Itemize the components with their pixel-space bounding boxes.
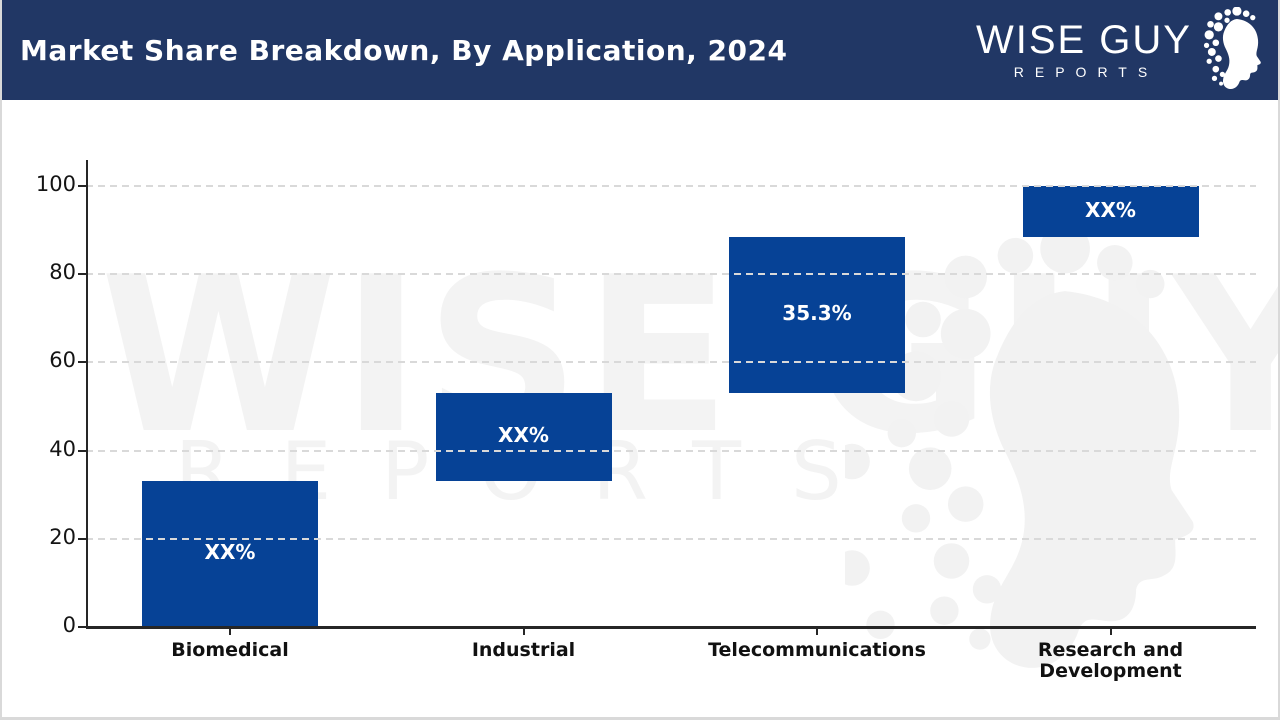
x-tick-mark bbox=[522, 628, 525, 635]
y-tick-label: 80 bbox=[49, 260, 76, 285]
y-tick-label: 60 bbox=[49, 348, 76, 373]
y-tick-label: 40 bbox=[49, 436, 76, 461]
gridline bbox=[86, 273, 1256, 276]
x-category-label: Research and Development bbox=[1037, 639, 1184, 682]
page-title: Market Share Breakdown, By Application, … bbox=[20, 33, 788, 67]
x-category-label: Industrial bbox=[471, 639, 576, 661]
gridline bbox=[86, 449, 1256, 452]
gridline bbox=[86, 361, 1256, 364]
y-axis-spine bbox=[86, 160, 88, 629]
x-category-label: Telecommunications bbox=[708, 639, 926, 661]
header: Market Share Breakdown, By Application, … bbox=[0, 0, 1280, 100]
gridline bbox=[86, 185, 1256, 187]
y-tick-label: 100 bbox=[35, 172, 76, 196]
y-tick-label: 0 bbox=[62, 613, 76, 637]
y-tick-mark bbox=[78, 626, 86, 628]
x-tick-mark bbox=[1109, 628, 1112, 635]
bar-segment[interactable] bbox=[435, 392, 612, 482]
y-tick-mark bbox=[78, 449, 86, 452]
logo-wordmark: WISE GUY bbox=[975, 18, 1192, 62]
y-tick-mark bbox=[78, 273, 86, 276]
logo-face-icon bbox=[1203, 7, 1261, 90]
y-tick-label: 20 bbox=[49, 524, 76, 549]
y-tick-mark bbox=[78, 185, 86, 187]
x-tick-mark bbox=[816, 628, 818, 635]
y-tick-mark bbox=[78, 361, 86, 364]
bar-value-label: 35.3% bbox=[782, 300, 852, 325]
logo-subtitle: REPORTS bbox=[1013, 64, 1159, 80]
logo-text: WISE GUY REPORTS bbox=[976, 20, 1192, 80]
bar-segment[interactable] bbox=[142, 481, 318, 627]
x-category-label: Biomedical bbox=[171, 639, 289, 661]
x-tick-mark bbox=[229, 628, 231, 635]
bar-value-label: XX% bbox=[498, 422, 549, 447]
wise-guy-logo: WISE GUY REPORTS bbox=[976, 7, 1262, 93]
bar-value-label: XX% bbox=[204, 540, 256, 564]
bar-value-label: XX% bbox=[1085, 197, 1136, 222]
gridline bbox=[86, 537, 1256, 540]
x-axis-line bbox=[86, 626, 1256, 629]
y-tick-mark bbox=[78, 537, 86, 540]
